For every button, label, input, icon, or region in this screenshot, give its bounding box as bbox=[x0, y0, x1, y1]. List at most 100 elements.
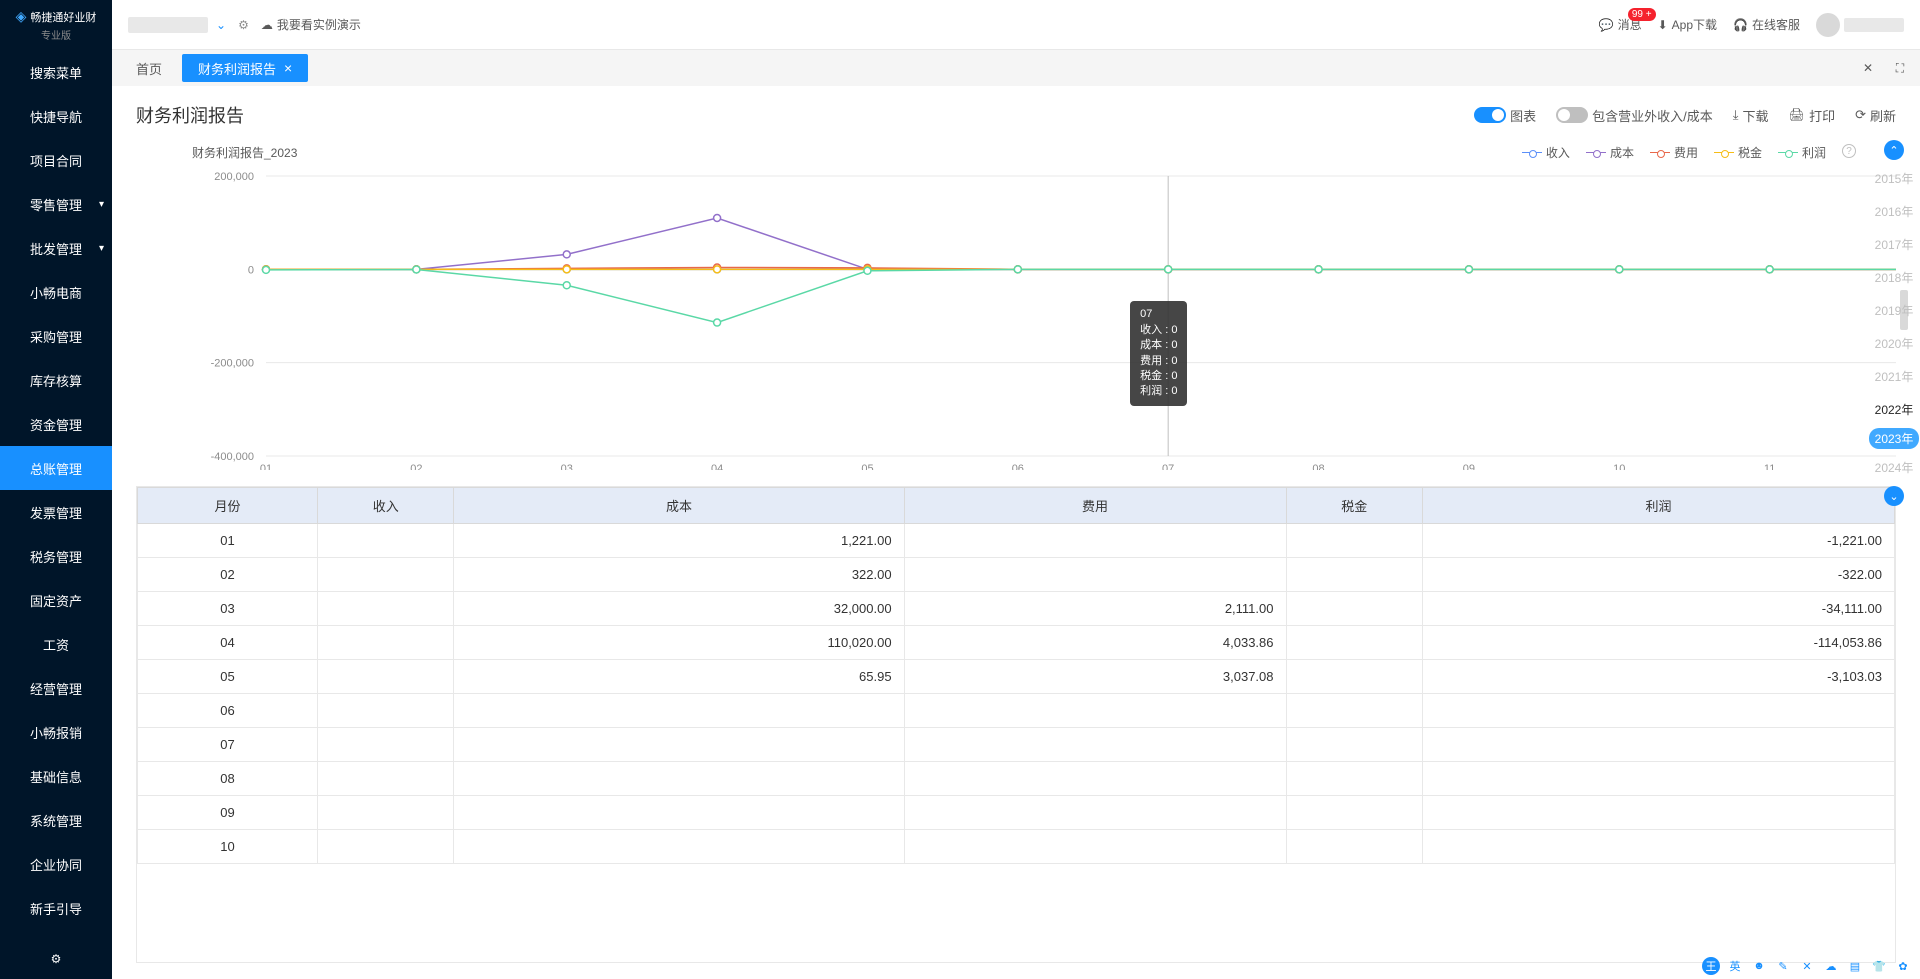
sidebar-item[interactable]: 搜索菜单 bbox=[0, 50, 112, 94]
year-item[interactable]: 2017年 bbox=[1871, 230, 1918, 259]
table-cell bbox=[904, 796, 1286, 830]
year-down-button[interactable]: ⌄ bbox=[1884, 486, 1904, 506]
dock-item[interactable]: 王 bbox=[1702, 957, 1720, 975]
table-cell bbox=[454, 796, 904, 830]
sidebar-item[interactable]: 库存核算 bbox=[0, 358, 112, 402]
dock-item[interactable]: 👕 bbox=[1870, 957, 1888, 975]
sidebar-item[interactable]: 小畅电商 bbox=[0, 270, 112, 314]
dock-item[interactable]: ✎ bbox=[1774, 957, 1792, 975]
demo-label: 我要看实例演示 bbox=[277, 16, 361, 33]
sidebar-item[interactable]: 税务管理 bbox=[0, 534, 112, 578]
close-icon[interactable]: × bbox=[284, 60, 292, 76]
sidebar-item[interactable]: 经营管理 bbox=[0, 666, 112, 710]
sidebar-item-label: 项目合同 bbox=[30, 151, 82, 170]
legend-label: 税金 bbox=[1738, 144, 1762, 161]
settings-button[interactable]: ⚙ bbox=[0, 939, 112, 979]
download-label: 下载 bbox=[1743, 106, 1769, 125]
sidebar-item[interactable]: 批发管理▾ bbox=[0, 226, 112, 270]
tab-report[interactable]: 财务利润报告 × bbox=[182, 54, 308, 82]
refresh-button[interactable]: ⟳ 刷新 bbox=[1855, 106, 1896, 125]
table-cell bbox=[904, 694, 1286, 728]
chart-toggle[interactable]: 图表 bbox=[1474, 106, 1536, 125]
sidebar-item[interactable]: 系统管理 bbox=[0, 798, 112, 842]
download-label: App下载 bbox=[1672, 16, 1717, 33]
download-button[interactable]: ⤓ 下载 bbox=[1733, 106, 1769, 125]
table-cell bbox=[318, 558, 454, 592]
sidebar-item[interactable]: 总账管理 bbox=[0, 446, 112, 490]
sidebar-item-label: 采购管理 bbox=[30, 327, 82, 346]
table-cell bbox=[1422, 796, 1894, 830]
dock-item[interactable]: ✕ bbox=[1798, 957, 1816, 975]
year-item[interactable]: 2019年 bbox=[1871, 296, 1918, 325]
sidebar-item-label: 固定资产 bbox=[30, 591, 82, 610]
sidebar-item[interactable]: 资金管理 bbox=[0, 402, 112, 446]
table-cell: -322.00 bbox=[1422, 558, 1894, 592]
legend-item[interactable]: 费用 bbox=[1650, 144, 1698, 161]
sidebar-item[interactable]: 快捷导航 bbox=[0, 94, 112, 138]
legend-label: 成本 bbox=[1610, 144, 1634, 161]
dock-item[interactable]: ✿ bbox=[1894, 957, 1912, 975]
table-header: 成本 bbox=[454, 488, 904, 524]
dock-item[interactable]: 英 bbox=[1726, 957, 1744, 975]
table-cell bbox=[1286, 796, 1422, 830]
sidebar-item[interactable]: 新手引导 bbox=[0, 886, 112, 930]
year-item[interactable]: 2015年 bbox=[1871, 164, 1918, 193]
year-item[interactable]: 2023年 bbox=[1869, 428, 1920, 449]
dock-item[interactable]: ☁ bbox=[1822, 957, 1840, 975]
table-cell: 4,033.86 bbox=[904, 626, 1286, 660]
year-item[interactable]: 2018年 bbox=[1871, 263, 1918, 292]
legend-item[interactable]: 收入 bbox=[1522, 144, 1570, 161]
legend-item[interactable]: 税金 bbox=[1714, 144, 1762, 161]
sidebar-item[interactable]: 零售管理▾ bbox=[0, 182, 112, 226]
sidebar-item[interactable]: 基础信息 bbox=[0, 754, 112, 798]
close-tab-button[interactable]: ✕ bbox=[1856, 56, 1880, 80]
table-cell: 1,221.00 bbox=[454, 524, 904, 558]
sidebar-item[interactable]: 企业协同 bbox=[0, 842, 112, 886]
table-row: 07 bbox=[138, 728, 1895, 762]
dock-item[interactable]: ▤ bbox=[1846, 957, 1864, 975]
year-item[interactable]: 2022年 bbox=[1871, 395, 1918, 424]
tab-home[interactable]: 首页 bbox=[120, 54, 178, 82]
legend-item[interactable]: 利润 bbox=[1778, 144, 1826, 161]
year-item[interactable]: 2024年 bbox=[1871, 453, 1918, 482]
table-cell bbox=[454, 762, 904, 796]
table-cell: 3,037.08 bbox=[904, 660, 1286, 694]
year-item[interactable]: 2016年 bbox=[1871, 197, 1918, 226]
table-cell: 110,020.00 bbox=[454, 626, 904, 660]
year-item[interactable]: 2020年 bbox=[1871, 329, 1918, 358]
sidebar-item[interactable]: 固定资产 bbox=[0, 578, 112, 622]
year-item[interactable]: 2021年 bbox=[1871, 362, 1918, 391]
download-button[interactable]: ⬇ App下载 bbox=[1658, 16, 1717, 33]
legend-item[interactable]: 成本 bbox=[1586, 144, 1634, 161]
table-cell bbox=[904, 762, 1286, 796]
fullscreen-button[interactable]: ⛶ bbox=[1888, 56, 1912, 80]
tab-home-label: 首页 bbox=[136, 59, 162, 78]
refresh-icon: ⟳ bbox=[1855, 107, 1866, 123]
year-up-button[interactable]: ⌃ bbox=[1884, 140, 1904, 160]
chart-title: 财务利润报告_2023 bbox=[192, 144, 297, 161]
user-menu[interactable] bbox=[1816, 13, 1904, 37]
sidebar-item[interactable]: 采购管理 bbox=[0, 314, 112, 358]
help-icon[interactable]: ? bbox=[1842, 144, 1856, 158]
org-selector[interactable]: ⌄ bbox=[128, 17, 226, 33]
profit-chart[interactable]: 200,0000-200,000-400,0000102030405060708… bbox=[136, 164, 1896, 470]
print-icon: 🖨 bbox=[1789, 107, 1806, 123]
operating-toggle[interactable]: 包含营业外收入/成本 bbox=[1556, 106, 1713, 125]
message-button[interactable]: 💬 消息 99 + bbox=[1599, 16, 1642, 33]
sidebar-item-label: 小畅报销 bbox=[30, 723, 82, 742]
service-button[interactable]: 🎧 在线客服 bbox=[1733, 16, 1800, 33]
sidebar-item[interactable]: 小畅报销 bbox=[0, 710, 112, 754]
table-cell bbox=[318, 660, 454, 694]
dock-item[interactable]: ☻ bbox=[1750, 957, 1768, 975]
table-cell: 07 bbox=[138, 728, 318, 762]
sidebar-item[interactable]: 项目合同 bbox=[0, 138, 112, 182]
sidebar-item[interactable]: 工资 bbox=[0, 622, 112, 666]
demo-link[interactable]: ☁ 我要看实例演示 bbox=[261, 16, 361, 33]
table-cell bbox=[904, 728, 1286, 762]
print-button[interactable]: 🖨 打印 bbox=[1789, 106, 1836, 125]
table-cell: 06 bbox=[138, 694, 318, 728]
settings-icon[interactable]: ⚙ bbox=[238, 18, 249, 32]
table-cell bbox=[318, 762, 454, 796]
sidebar-item[interactable]: 发票管理 bbox=[0, 490, 112, 534]
table-cell bbox=[1422, 694, 1894, 728]
